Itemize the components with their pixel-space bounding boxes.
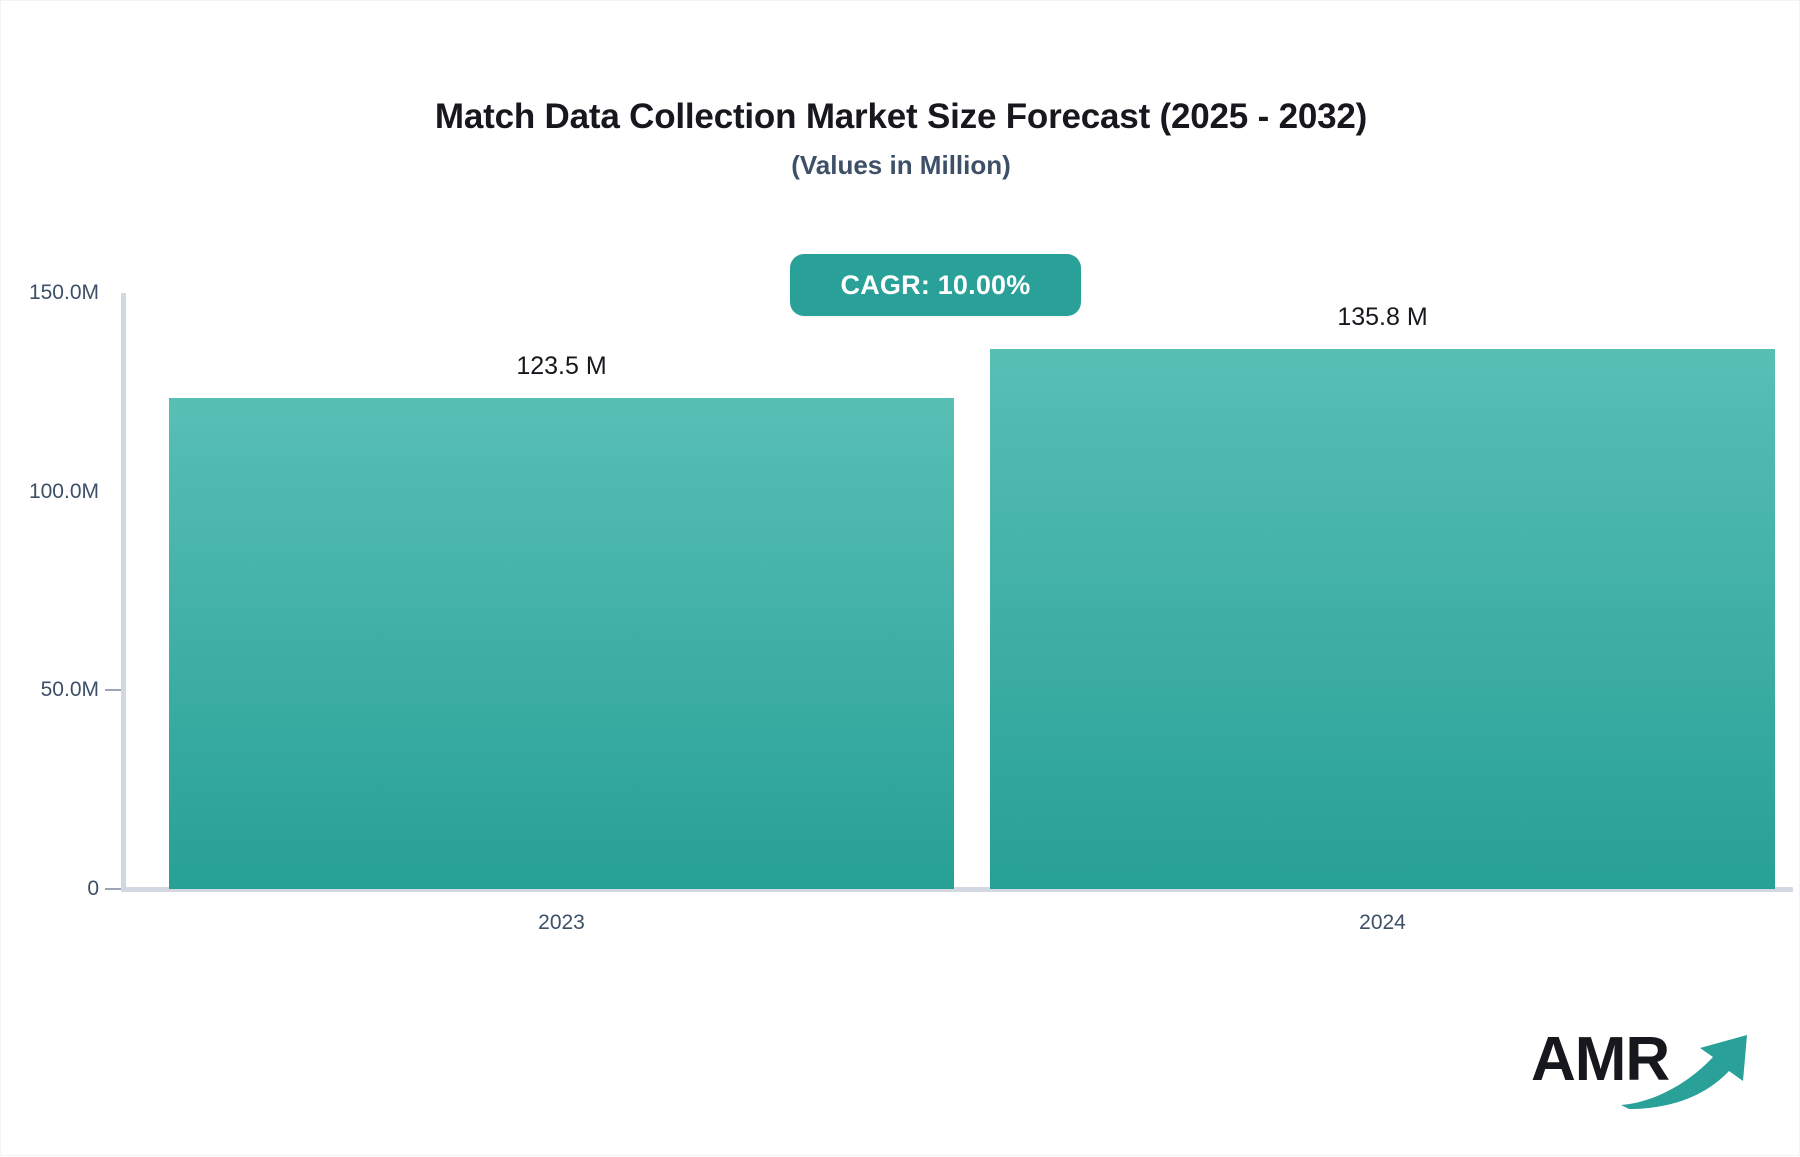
chart-subtitle: (Values in Million) xyxy=(791,150,1011,181)
y-axis-tick-label: 0 xyxy=(87,877,99,900)
y-axis-tick-label: 50.0M xyxy=(40,678,99,702)
bar-value-label: 123.5 M xyxy=(516,352,607,381)
y-axis-line xyxy=(121,293,126,889)
y-axis-tick-label: 150.0M xyxy=(28,281,99,304)
x-axis-tick-label: 2024 xyxy=(1359,911,1406,934)
cagr-badge: CAGR: 10.00% xyxy=(790,254,1081,316)
cagr-badge-label: CAGR: 10.00% xyxy=(840,269,1031,300)
y-axis-tick-mark xyxy=(105,689,121,692)
x-axis-tick-label: 2023 xyxy=(538,911,585,934)
y-axis-tick-mark xyxy=(105,888,121,890)
x-axis-line xyxy=(121,887,1793,892)
page-title: Match Data Collection Market Size Foreca… xyxy=(434,97,1368,136)
bar[interactable] xyxy=(990,349,1775,889)
amr-logo-text: AMR xyxy=(1531,1025,1670,1094)
bar-value-label: 135.8 M xyxy=(1337,303,1428,332)
bar[interactable] xyxy=(169,398,954,889)
title-block: Match Data Collection Market Size Foreca… xyxy=(1,97,1800,181)
y-axis-tick-label: 100.0M xyxy=(28,479,99,503)
growth-arrow-icon xyxy=(1621,1035,1747,1109)
amr-logo: AMR xyxy=(1531,1021,1771,1111)
